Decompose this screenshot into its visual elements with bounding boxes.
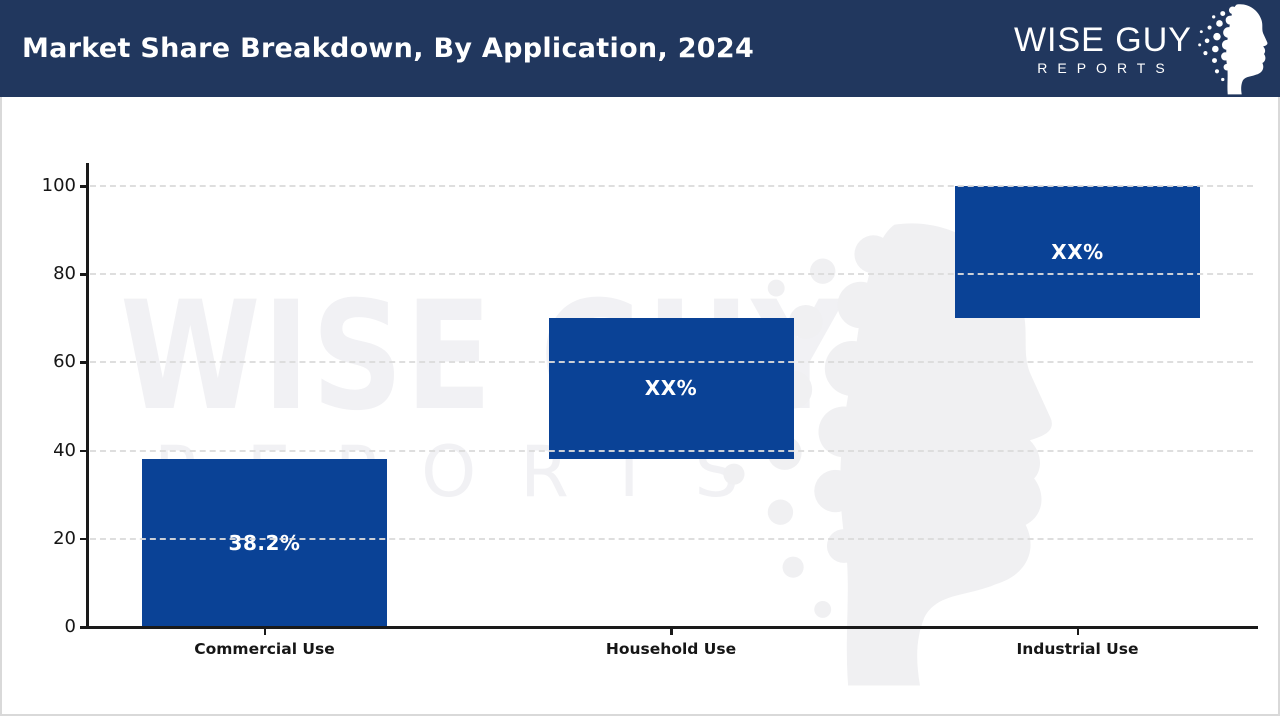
- gridline-100: [90, 185, 1253, 187]
- wiseguy-logo-text: WISE GUY REPORTS: [1014, 23, 1192, 75]
- wiseguy-logo: WISE GUY REPORTS: [1014, 0, 1274, 97]
- y-tick-label-20: 20: [53, 527, 76, 549]
- x-tick-label-1: Household Use: [605, 640, 737, 658]
- bar-industrial-use: XX%: [955, 186, 1200, 319]
- bar-value-label: XX%: [644, 376, 698, 401]
- header-bar: Market Share Breakdown, By Application, …: [0, 0, 1280, 97]
- x-axis-spine: [86, 626, 1258, 629]
- x-tick-mark-2: [1076, 629, 1079, 635]
- page-title: Market Share Breakdown, By Application, …: [22, 33, 755, 64]
- bar-commercial-use: 38.2%: [142, 458, 387, 627]
- y-tick-mark-40: [80, 449, 88, 453]
- gridline-40: [90, 449, 1253, 452]
- x-tick-label-0: Commercial Use: [194, 640, 335, 658]
- y-axis-spine: [86, 163, 89, 629]
- x-tick-mark-1: [670, 629, 673, 635]
- gridline-80: [90, 273, 1253, 276]
- bar-value-label: XX%: [1051, 240, 1104, 265]
- y-tick-label-100: 100: [41, 175, 76, 196]
- y-tick-label-40: 40: [53, 439, 76, 461]
- x-tick-label-2: Industrial Use: [1016, 640, 1139, 658]
- y-tick-mark-60: [80, 361, 88, 364]
- y-tick-label-0: 0: [64, 616, 76, 637]
- bar-household-use: XX%: [548, 318, 794, 459]
- y-tick-mark-80: [80, 273, 88, 276]
- y-tick-mark-0: [80, 626, 88, 629]
- bar-value-label: 38.2%: [228, 530, 301, 555]
- gridline-20: [90, 537, 1253, 540]
- y-tick-mark-20: [80, 537, 88, 541]
- logo-brand-name: WISE GUY: [1013, 20, 1192, 59]
- y-tick-label-80: 80: [53, 263, 76, 285]
- y-tick-label-60: 60: [53, 351, 76, 373]
- x-tick-mark-0: [263, 629, 266, 635]
- wiseguy-head-icon: [1198, 3, 1268, 94]
- logo-brand-subtitle: REPORTS: [1037, 59, 1175, 76]
- y-tick-mark-100: [80, 185, 88, 188]
- gridline-60: [90, 361, 1253, 364]
